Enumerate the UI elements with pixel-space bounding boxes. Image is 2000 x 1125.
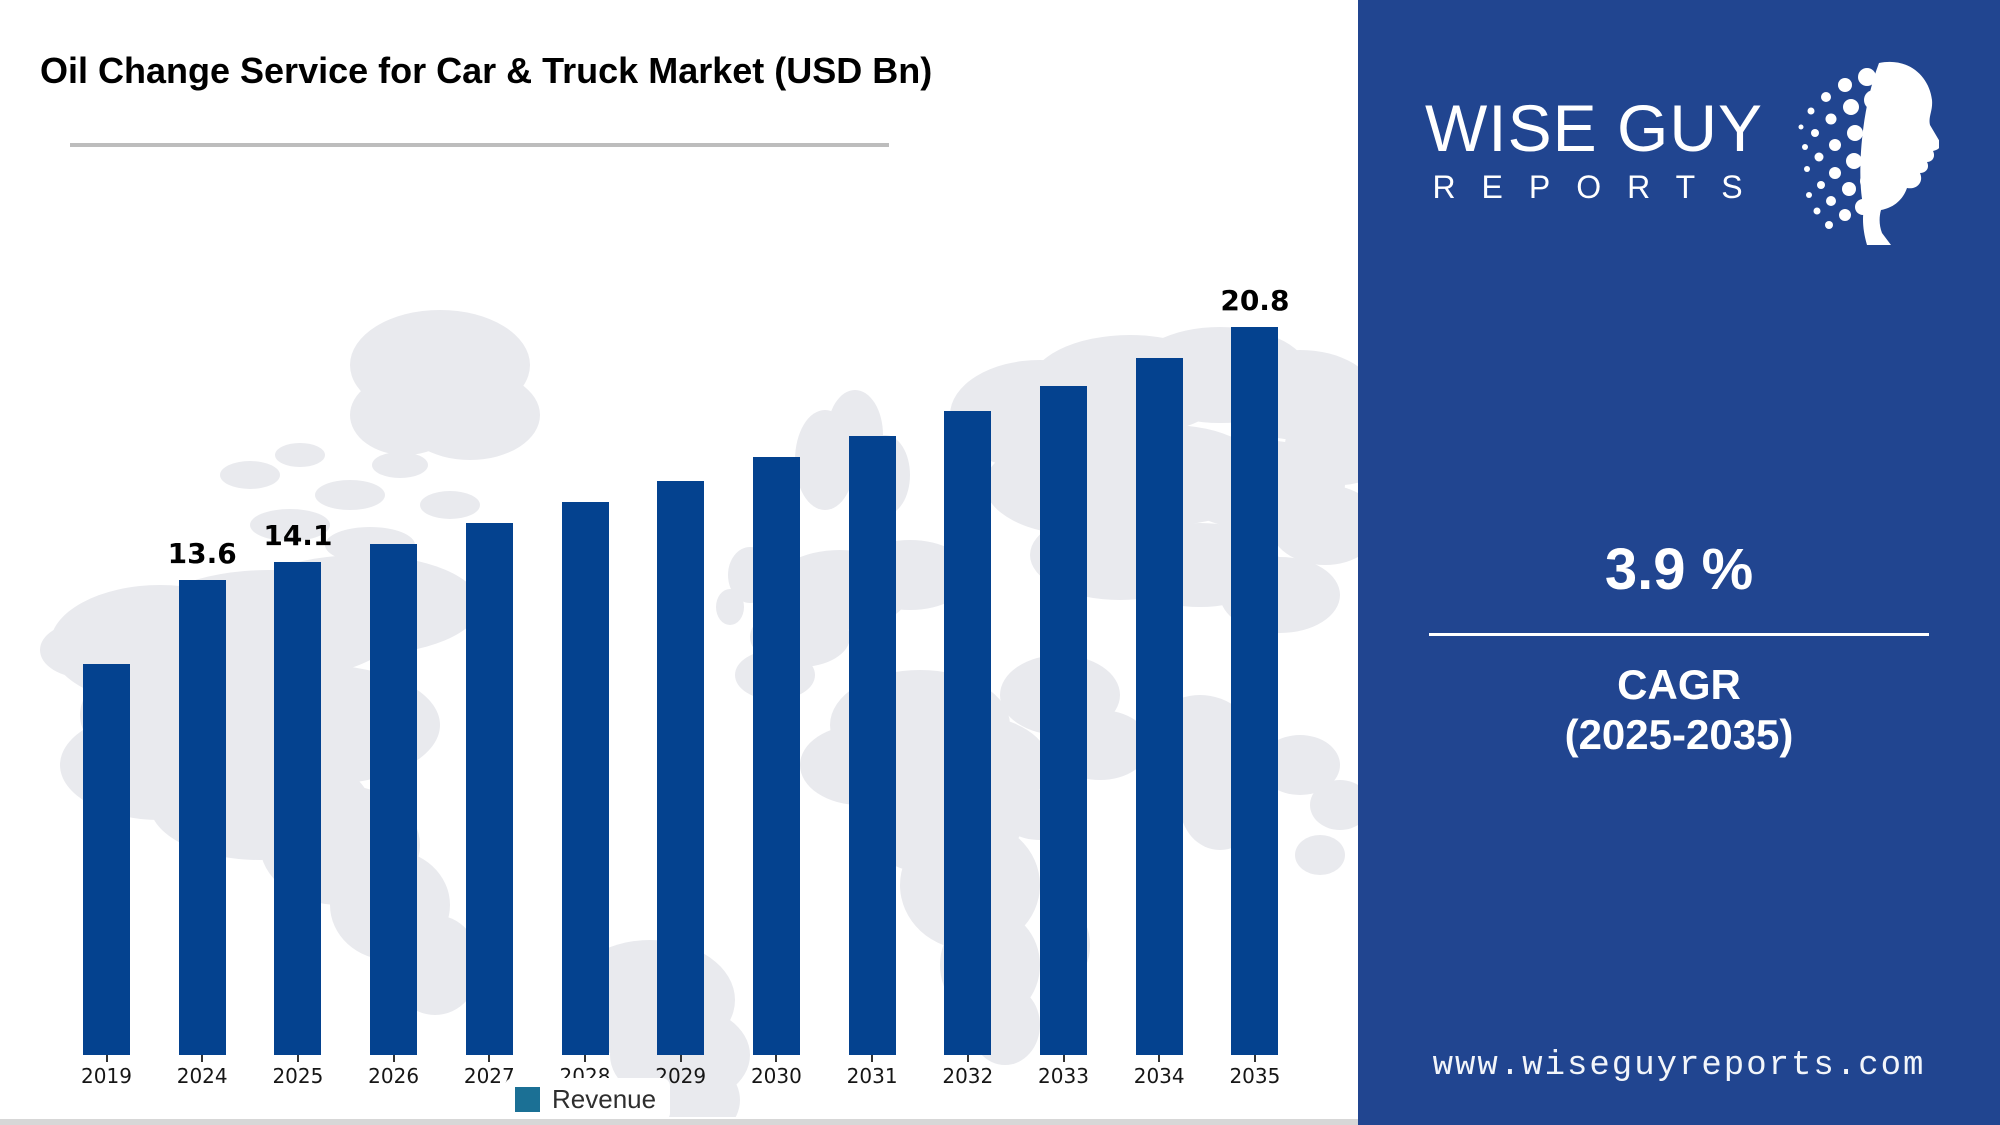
logo-head-icon (1798, 61, 1939, 245)
chart-title: Oil Change Service for Car & Truck Marke… (40, 50, 933, 91)
x-tick-2034 (1158, 1055, 1161, 1062)
legend-label: Revenue (552, 1084, 657, 1114)
bar-2035 (1231, 327, 1279, 1055)
title-underline (70, 143, 889, 147)
x-tick-label-2033: 2033 (1038, 1064, 1089, 1088)
x-tick-2024 (201, 1055, 204, 1062)
chart-panel: Oil Change Service for Car & Truck Marke… (0, 50, 1358, 1125)
legend: Revenue (505, 1078, 671, 1121)
x-tick-2026 (392, 1055, 395, 1062)
x-tick-label-2026: 2026 (368, 1064, 420, 1088)
x-tick-label-2035: 2035 (1229, 1064, 1281, 1088)
bar-2032 (944, 411, 992, 1055)
sidebar: WISE GUY REPORTS 3.9 % CAGR (2025-2035) (1358, 0, 2000, 1125)
bar-value-label-2024: 13.6 (167, 537, 237, 570)
cagr-label: CAGR (1617, 661, 1741, 708)
wiseguy-logo: WISE GUY REPORTS (1358, 55, 2000, 245)
x-tick-2028 (584, 1055, 586, 1062)
cagr-block: 3.9 % CAGR (2025-2035) (1358, 536, 2000, 759)
x-tick-2027 (488, 1055, 491, 1062)
logo-wordmark: WISE GUY REPORTS (1419, 90, 1769, 206)
bar-2024 (178, 580, 226, 1055)
x-tick-2025 (296, 1055, 299, 1062)
bar-2025 (274, 562, 322, 1055)
bar-2028 (561, 502, 609, 1055)
bar-2027 (465, 523, 513, 1055)
x-tick-label-2019: 2019 (81, 1064, 132, 1088)
bar-2026 (370, 544, 418, 1055)
cagr-divider (1429, 633, 1929, 636)
logo-wordmark-line1: WISE GUY (1424, 90, 1764, 165)
bar-value-label-2035: 20.8 (1220, 284, 1290, 317)
cagr-period: (2025-2035) (1564, 710, 1794, 758)
bar-value-label-2025: 14.1 (263, 519, 333, 552)
bar-2031 (848, 436, 896, 1055)
x-tick-2031 (871, 1055, 874, 1062)
bar-2030 (752, 457, 800, 1055)
legend-swatch (515, 1087, 540, 1112)
x-tick-label-2032: 2032 (942, 1064, 994, 1088)
bar-2029 (657, 481, 705, 1055)
x-tick-2032 (966, 1055, 969, 1062)
x-tick-label-2031: 2031 (846, 1064, 898, 1088)
x-tick-2030 (775, 1055, 778, 1062)
bar-2033 (1040, 386, 1087, 1055)
x-tick-2035 (1253, 1055, 1256, 1062)
x-tick-label-2034: 2034 (1133, 1064, 1185, 1088)
x-tick-label-2030: 2030 (750, 1064, 802, 1088)
x-tick-2019 (105, 1055, 108, 1062)
bar-2019 (83, 664, 130, 1055)
website-url[interactable]: www.wiseguyreports.com (1432, 1047, 1926, 1085)
logo-wordmark-line2: REPORTS (1432, 169, 1769, 206)
x-tick-2033 (1062, 1055, 1065, 1062)
bar-chart-plot: 2019 2024 13.6 2025 14.1 2026 2027 2028 2029 2030… (81, 284, 1290, 1088)
cagr-value: 3.9 % (1604, 537, 1754, 602)
x-tick-label-2024: 2024 (176, 1064, 228, 1088)
x-tick-2029 (679, 1055, 682, 1062)
x-tick-label-2025: 2025 (272, 1064, 324, 1088)
bottom-strip (0, 1119, 1358, 1125)
bar-2034 (1135, 358, 1183, 1055)
